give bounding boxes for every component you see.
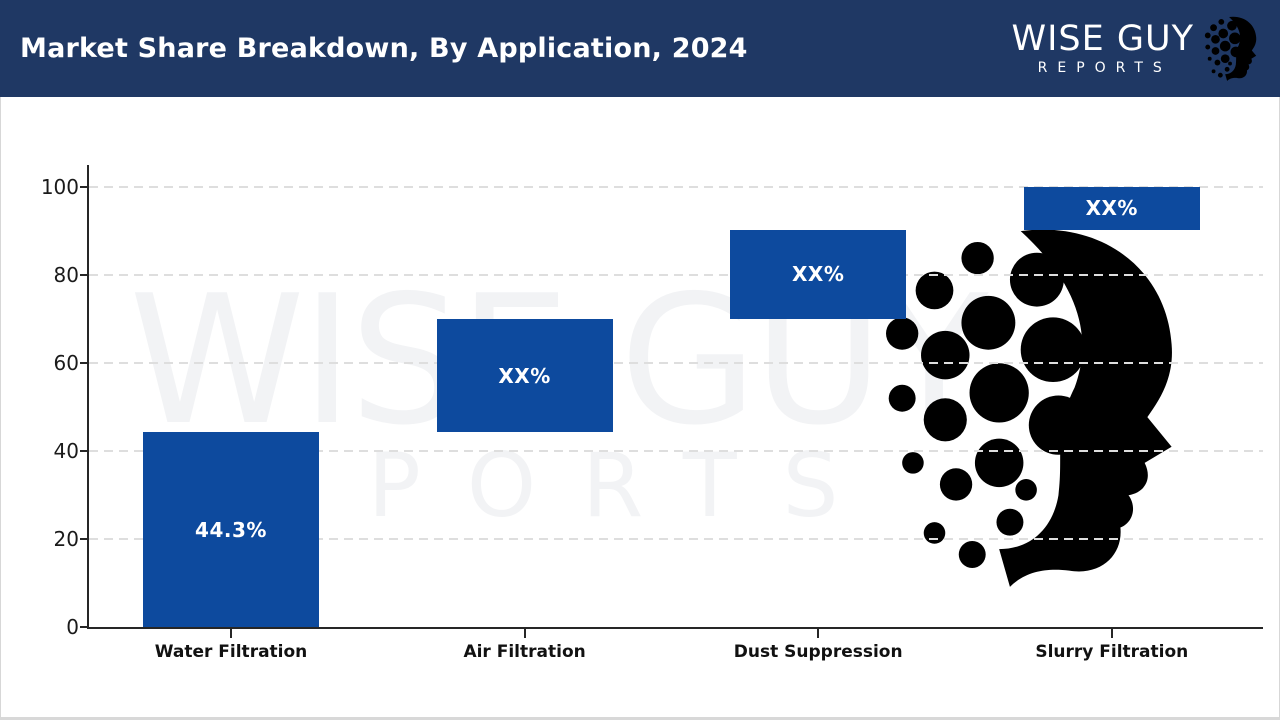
chart-canvas: WISE GUY REPORTS 0 20 40 60 80 100 44.3% Water … (0, 97, 1280, 720)
y-axis-line (87, 165, 89, 629)
page-title: Market Share Breakdown, By Application, … (20, 33, 748, 64)
y-tick-label: 80 (53, 263, 79, 287)
gridline (89, 186, 1263, 188)
y-tick-label: 0 (66, 615, 79, 639)
y-tick-mark (80, 362, 89, 364)
x-category-label: Dust Suppression (733, 642, 903, 662)
bar-value-label: XX% (498, 363, 551, 388)
brand-wordmark: WISE GUY REPORTS (1011, 18, 1194, 76)
gridline (89, 538, 1263, 540)
y-tick-label: 20 (53, 527, 79, 551)
x-tick-mark (817, 629, 820, 638)
dotted-head-logo-icon (1204, 16, 1257, 81)
gridline (89, 362, 1263, 364)
x-category-label: Air Filtration (463, 642, 586, 662)
y-tick-label: 40 (53, 439, 79, 463)
bar-segment: XX% (436, 319, 613, 433)
y-tick-label: 100 (40, 175, 79, 199)
y-tick-mark (80, 274, 89, 276)
x-category-label: Slurry Filtration (1035, 642, 1189, 662)
brand-subtitle: REPORTS (1037, 59, 1172, 76)
x-tick-mark (523, 629, 526, 638)
brand-logo: WISE GUY REPORTS (1011, 14, 1262, 84)
x-tick-mark (1110, 629, 1113, 638)
brand-name: WISE GUY (1011, 18, 1194, 59)
plot-area: 0 20 40 60 80 100 44.3% Water Filtration XX% Air … (1, 97, 1279, 717)
x-category-label: Water Filtration (154, 642, 308, 662)
gridline (89, 274, 1263, 276)
header: Market Share Breakdown, By Application, … (0, 0, 1280, 97)
bar-value-label: XX% (791, 262, 845, 287)
y-tick-mark (80, 450, 89, 452)
gridline (89, 450, 1263, 452)
x-tick-mark (230, 629, 232, 638)
y-tick-mark (80, 538, 89, 540)
y-tick-mark (80, 186, 89, 188)
bar-segment: XX% (730, 229, 907, 319)
bar-segment: 44.3% (143, 432, 319, 627)
bar-segment: XX% (1023, 187, 1200, 230)
bar-value-label: 44.3% (195, 517, 267, 542)
bar-value-label: XX% (1085, 196, 1138, 221)
y-tick-label: 60 (53, 351, 79, 375)
x-axis-line (87, 627, 1263, 629)
y-tick-mark (80, 626, 89, 628)
